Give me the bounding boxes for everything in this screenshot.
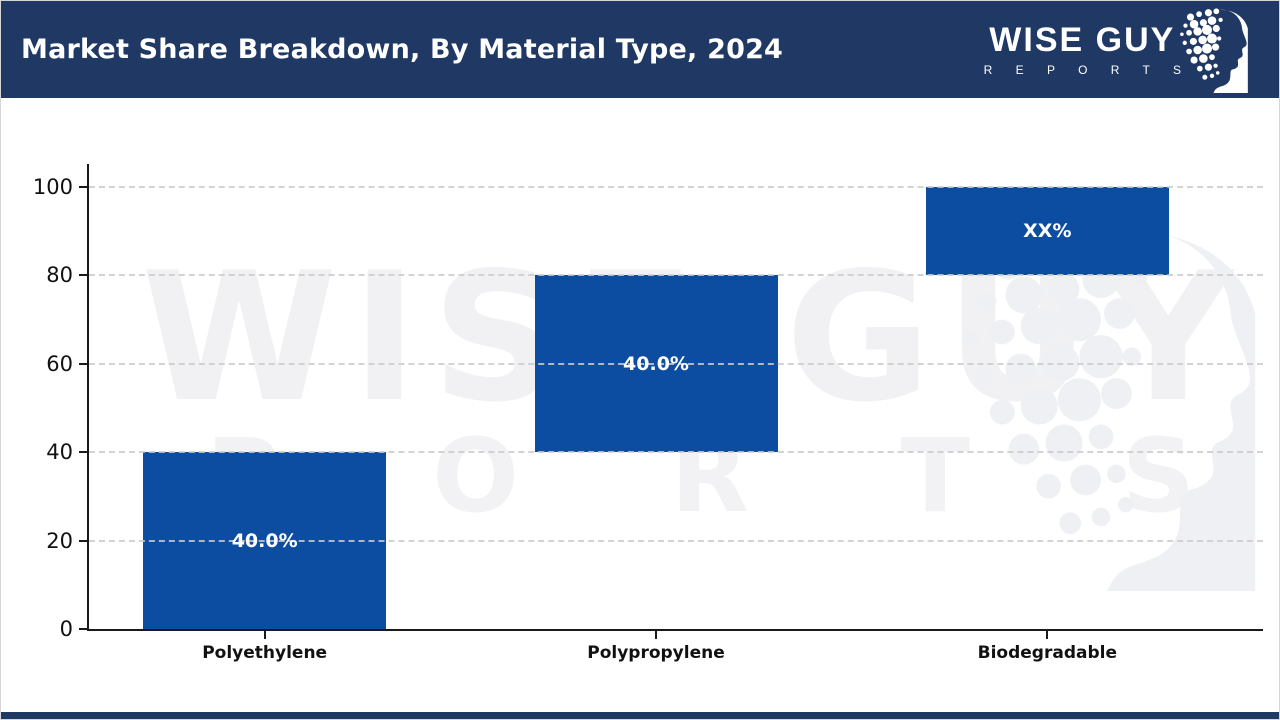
y-tickmark [79, 186, 87, 188]
brand-logo-text: WISE GUY R E P O R T S [974, 23, 1191, 77]
x-tick-label: Polypropylene [587, 643, 725, 663]
gridline-100 [89, 186, 1263, 188]
y-tick-label: 100 [32, 175, 73, 199]
bar-value-label: 40.0% [231, 529, 298, 552]
x-tick-label: Biodegradable [977, 643, 1118, 663]
y-tickmark [79, 362, 87, 365]
y-tickmark [79, 628, 87, 630]
y-tick-label: 0 [59, 617, 73, 641]
y-tickmark [79, 451, 87, 454]
y-tickmark [79, 539, 87, 542]
y-axis-spine [87, 164, 89, 631]
brand-subname: R E P O R T S [983, 62, 1191, 77]
brand-name: WISE GUY [989, 20, 1176, 59]
brand-head-icon [1180, 7, 1248, 93]
gridline-80 [89, 274, 1263, 277]
bar-value-label: XX% [1023, 220, 1072, 243]
footer-bar [1, 712, 1279, 719]
header-bar: Market Share Breakdown, By Material Type… [1, 1, 1279, 98]
gridline-20 [89, 539, 1263, 542]
gridline-60 [89, 362, 1263, 365]
bar-value-label: 40.0% [623, 352, 689, 375]
x-axis-spine [87, 629, 1263, 631]
brand-logo: WISE GUY R E P O R T S [974, 7, 1279, 93]
x-tickmark [263, 631, 266, 639]
y-tickmark [79, 274, 87, 277]
gridline-40 [89, 451, 1263, 454]
y-tick-label: 80 [46, 263, 73, 288]
y-tick-label: 20 [46, 528, 73, 553]
x-tickmark [1046, 631, 1049, 639]
x-tickmark [655, 631, 657, 639]
x-tick-label: Polyethylene [202, 643, 328, 663]
y-tick-label: 60 [46, 351, 73, 376]
y-tick-label: 40 [46, 440, 73, 465]
page-title: Market Share Breakdown, By Material Type… [21, 34, 784, 65]
